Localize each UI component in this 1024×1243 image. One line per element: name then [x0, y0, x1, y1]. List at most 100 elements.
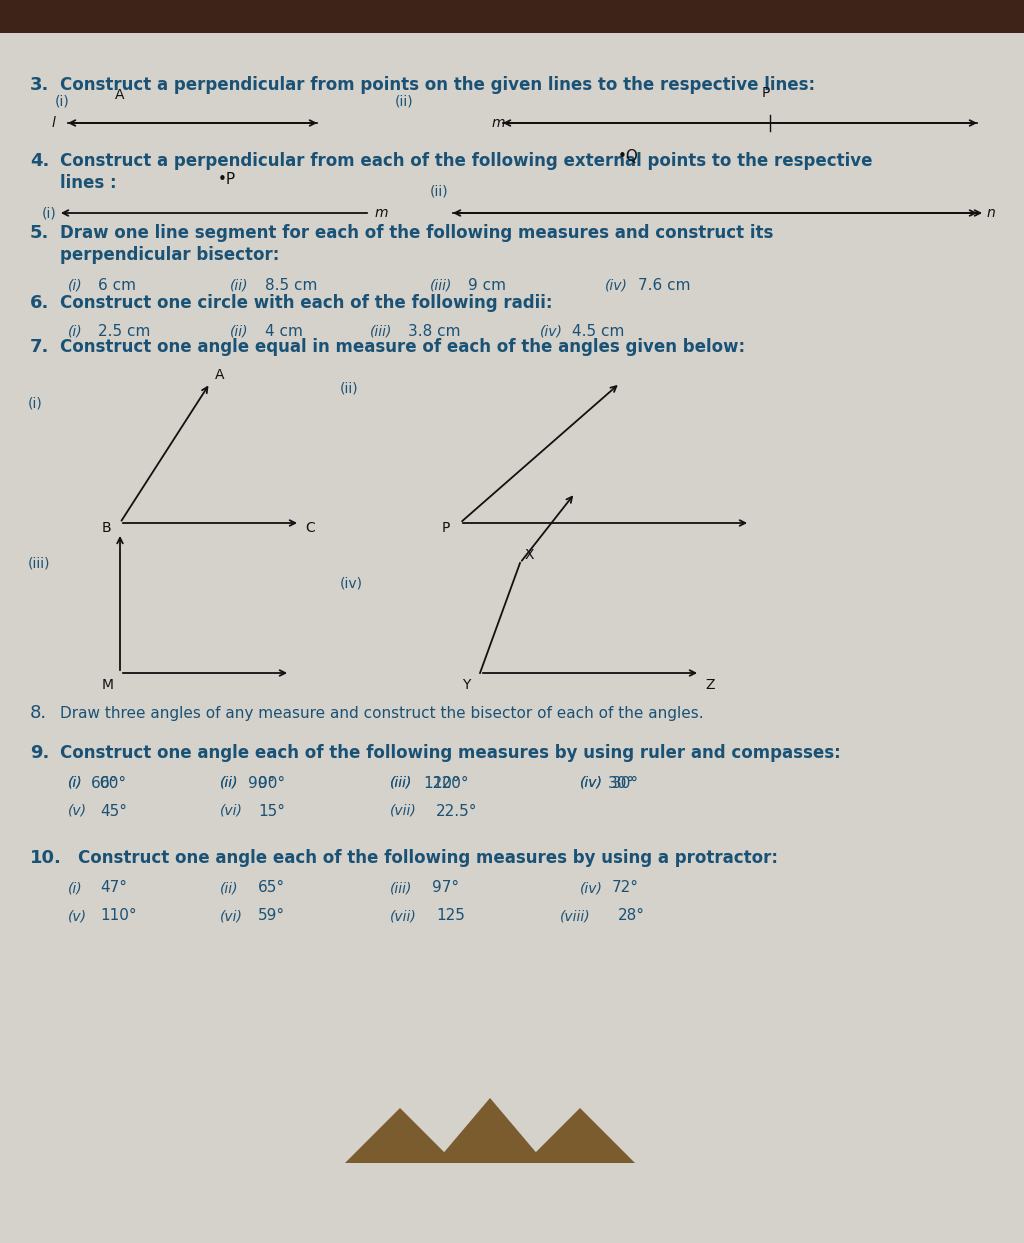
- Text: Construct one angle each of the following measures by using a protractor:: Construct one angle each of the followin…: [78, 849, 778, 868]
- Text: (iv): (iv): [580, 881, 603, 895]
- Text: 120°: 120°: [423, 776, 460, 791]
- Text: (ii): (ii): [230, 324, 249, 338]
- Text: (iv): (iv): [580, 776, 603, 791]
- Text: (iv): (iv): [580, 776, 603, 791]
- Text: (ii): (ii): [430, 184, 449, 198]
- Text: 28°: 28°: [618, 909, 645, 924]
- Text: 22.5°: 22.5°: [436, 803, 477, 818]
- Text: 47°: 47°: [100, 880, 127, 895]
- Text: perpendicular bisector:: perpendicular bisector:: [60, 246, 280, 264]
- Text: 90°: 90°: [258, 776, 285, 791]
- Text: 8.5 cm: 8.5 cm: [265, 277, 317, 292]
- Text: 5.: 5.: [30, 224, 49, 242]
- Text: (ii): (ii): [340, 382, 358, 395]
- Text: (i): (i): [28, 397, 43, 410]
- Text: m: m: [375, 206, 388, 220]
- Text: n: n: [987, 206, 995, 220]
- Text: (ii): (ii): [220, 776, 239, 791]
- Text: 110°: 110°: [100, 909, 136, 924]
- Text: 45°: 45°: [100, 803, 127, 818]
- Text: (vii): (vii): [390, 804, 417, 818]
- Text: Construct one angle equal in measure of each of the angles given below:: Construct one angle equal in measure of …: [60, 338, 745, 355]
- Text: (ii): (ii): [230, 278, 249, 292]
- Text: (i): (i): [68, 776, 83, 791]
- Text: (v): (v): [68, 804, 87, 818]
- Text: 120°: 120°: [432, 776, 469, 791]
- Text: Y: Y: [462, 677, 470, 692]
- Text: (iv): (iv): [340, 576, 362, 590]
- Text: 6 cm: 6 cm: [98, 277, 136, 292]
- Text: 8.: 8.: [30, 704, 47, 722]
- Text: 60°: 60°: [100, 776, 127, 791]
- Text: (ii): (ii): [395, 94, 414, 108]
- Text: (iii): (iii): [430, 278, 453, 292]
- Text: 97°: 97°: [432, 880, 459, 895]
- Text: (i): (i): [55, 94, 70, 108]
- Text: 72°: 72°: [612, 880, 639, 895]
- Text: m: m: [492, 116, 506, 131]
- Text: (ii): (ii): [220, 776, 239, 791]
- Text: 4.: 4.: [30, 152, 49, 170]
- Text: (iv): (iv): [605, 278, 628, 292]
- Text: P: P: [762, 86, 770, 99]
- Text: 10.: 10.: [30, 849, 61, 868]
- Text: 59°: 59°: [258, 909, 285, 924]
- Polygon shape: [345, 1108, 455, 1163]
- Text: Construct a perpendicular from each of the following external points to the resp: Construct a perpendicular from each of t…: [60, 152, 872, 170]
- Text: A: A: [215, 368, 224, 382]
- Text: 30°: 30°: [612, 776, 639, 791]
- FancyBboxPatch shape: [0, 0, 1024, 44]
- Text: (vii): (vii): [390, 909, 417, 924]
- Text: (iii): (iii): [390, 776, 413, 791]
- Text: (iv): (iv): [540, 324, 563, 338]
- Text: (iii): (iii): [390, 881, 413, 895]
- Text: (i): (i): [68, 881, 83, 895]
- Text: Z: Z: [705, 677, 715, 692]
- Text: 9 cm: 9 cm: [468, 277, 506, 292]
- Text: Construct one circle with each of the following radii:: Construct one circle with each of the fo…: [60, 295, 553, 312]
- Text: P: P: [442, 521, 451, 534]
- Text: (iii): (iii): [28, 556, 50, 571]
- Text: (i): (i): [68, 278, 83, 292]
- Text: Draw one line segment for each of the following measures and construct its: Draw one line segment for each of the fo…: [60, 224, 773, 242]
- Text: 30°: 30°: [608, 776, 635, 791]
- Text: 4 cm: 4 cm: [265, 323, 303, 338]
- Text: (v): (v): [68, 909, 87, 924]
- Text: •Q: •Q: [618, 148, 639, 164]
- Text: C: C: [305, 521, 314, 534]
- Text: 9.: 9.: [30, 745, 49, 762]
- Text: lines :: lines :: [60, 174, 117, 191]
- Text: 7.: 7.: [30, 338, 49, 355]
- Text: 3.: 3.: [30, 76, 49, 94]
- Text: 60°: 60°: [91, 776, 118, 791]
- Text: Construct a perpendicular from points on the given lines to the respective lines: Construct a perpendicular from points on…: [60, 76, 815, 94]
- Text: •P: •P: [218, 172, 237, 186]
- Text: 6.: 6.: [30, 295, 49, 312]
- Text: 3.8 cm: 3.8 cm: [408, 323, 461, 338]
- Text: (i): (i): [68, 324, 83, 338]
- Text: 4.5 cm: 4.5 cm: [572, 323, 625, 338]
- Text: A: A: [115, 88, 125, 102]
- Text: (i): (i): [42, 206, 56, 220]
- Text: (vi): (vi): [220, 804, 243, 818]
- Text: Draw three angles of any measure and construct the bisector of each of the angle: Draw three angles of any measure and con…: [60, 706, 703, 721]
- Text: 125: 125: [436, 909, 465, 924]
- Text: 2.5 cm: 2.5 cm: [98, 323, 151, 338]
- Text: 7.6 cm: 7.6 cm: [638, 277, 690, 292]
- Text: (ii): (ii): [220, 881, 239, 895]
- Text: M: M: [102, 677, 114, 692]
- Text: X: X: [525, 548, 535, 562]
- Text: (iii): (iii): [370, 324, 392, 338]
- Text: B: B: [102, 521, 112, 534]
- Text: l: l: [52, 116, 56, 131]
- FancyBboxPatch shape: [0, 34, 1024, 1243]
- Polygon shape: [525, 1108, 635, 1163]
- Text: 90°: 90°: [248, 776, 275, 791]
- Text: (iii): (iii): [390, 776, 413, 791]
- Text: (vi): (vi): [220, 909, 243, 924]
- Text: (viii): (viii): [560, 909, 591, 924]
- Text: 15°: 15°: [258, 803, 285, 818]
- Text: Construct one angle each of the following measures by using ruler and compasses:: Construct one angle each of the followin…: [60, 745, 841, 762]
- Text: 65°: 65°: [258, 880, 285, 895]
- Text: (i): (i): [68, 776, 83, 791]
